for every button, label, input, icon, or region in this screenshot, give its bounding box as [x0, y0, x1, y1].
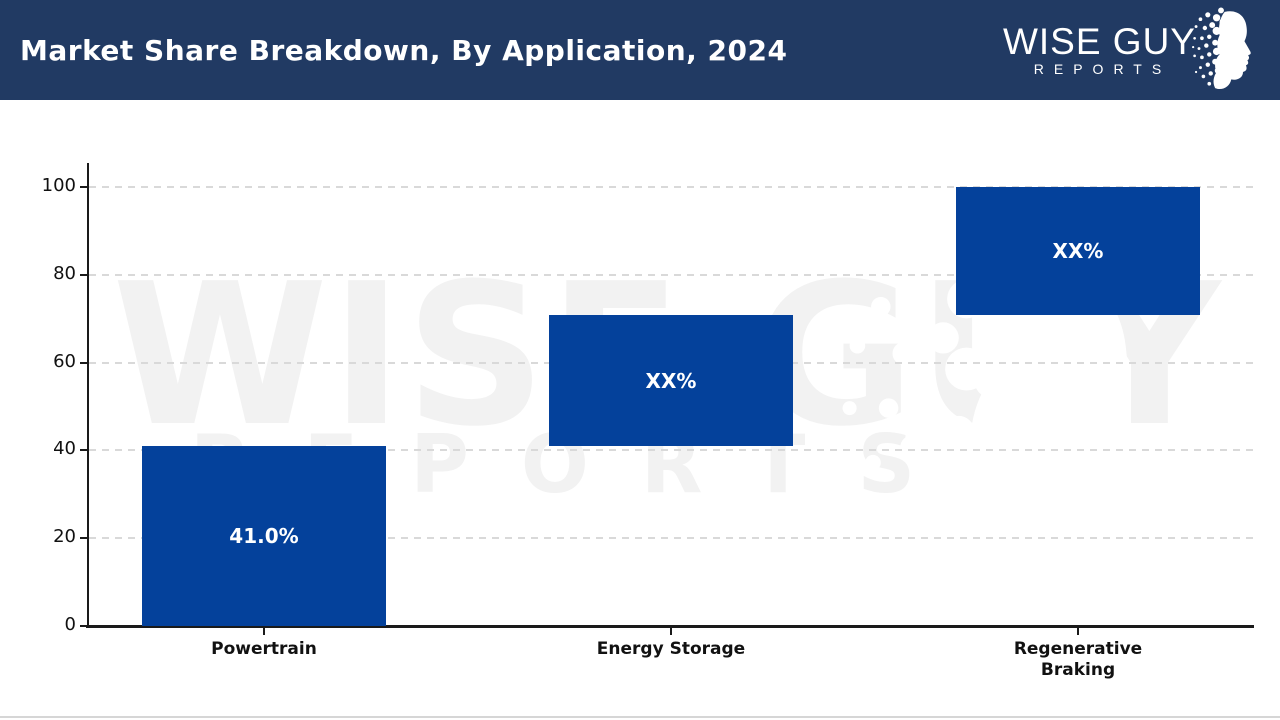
x-axis-line	[86, 625, 1254, 628]
x-axis-label-regenerative-braking: Regenerative Braking	[1013, 639, 1143, 681]
gridline	[89, 449, 1253, 452]
x-tick-mark	[263, 628, 265, 635]
y-tick-mark	[80, 361, 87, 364]
x-tick-mark	[1077, 628, 1079, 635]
logo-text: WISE GUY REPORTS	[1002, 20, 1196, 77]
x-axis-label-energy-storage: Energy Storage	[596, 639, 746, 659]
page-title: Market Share Breakdown, By Application, …	[20, 34, 788, 67]
y-tick-mark	[80, 273, 87, 276]
bar-value-label: XX%	[1052, 239, 1104, 264]
logo-subtitle: REPORTS	[1033, 60, 1172, 77]
gridline	[89, 537, 1253, 540]
bottom-divider	[0, 716, 1280, 718]
y-tick-mark	[80, 625, 87, 627]
wise-guy-reports-logo: WISE GUY REPORTS	[1003, 6, 1262, 94]
dotted-head-logo-icon	[1192, 7, 1251, 90]
gridline	[89, 273, 1253, 276]
bar-regenerative-braking: XX%	[956, 187, 1200, 316]
y-tick-label: 60	[53, 350, 76, 372]
bar-value-label: 41.0%	[229, 523, 299, 548]
y-tick-label: 0	[64, 614, 76, 635]
bar-powertrain: 41.0%	[142, 446, 386, 626]
x-tick-mark	[670, 628, 672, 635]
gridline	[89, 186, 1253, 188]
x-axis-label-powertrain: Powertrain	[211, 639, 317, 659]
y-tick-label: 20	[53, 526, 76, 548]
y-tick-label: 80	[53, 262, 76, 284]
y-tick-mark	[80, 449, 87, 452]
y-axis-line	[87, 163, 89, 627]
y-tick-mark	[80, 537, 87, 540]
y-tick-label: 40	[53, 438, 76, 460]
header-bar: Market Share Breakdown, By Application, …	[0, 0, 1280, 100]
logo-wordmark: WISE GUY	[1002, 20, 1196, 62]
y-tick-label: 100	[41, 175, 76, 196]
bar-energy-storage: XX%	[549, 315, 793, 446]
y-tick-mark	[80, 186, 87, 188]
bar-value-label: XX%	[645, 368, 697, 393]
